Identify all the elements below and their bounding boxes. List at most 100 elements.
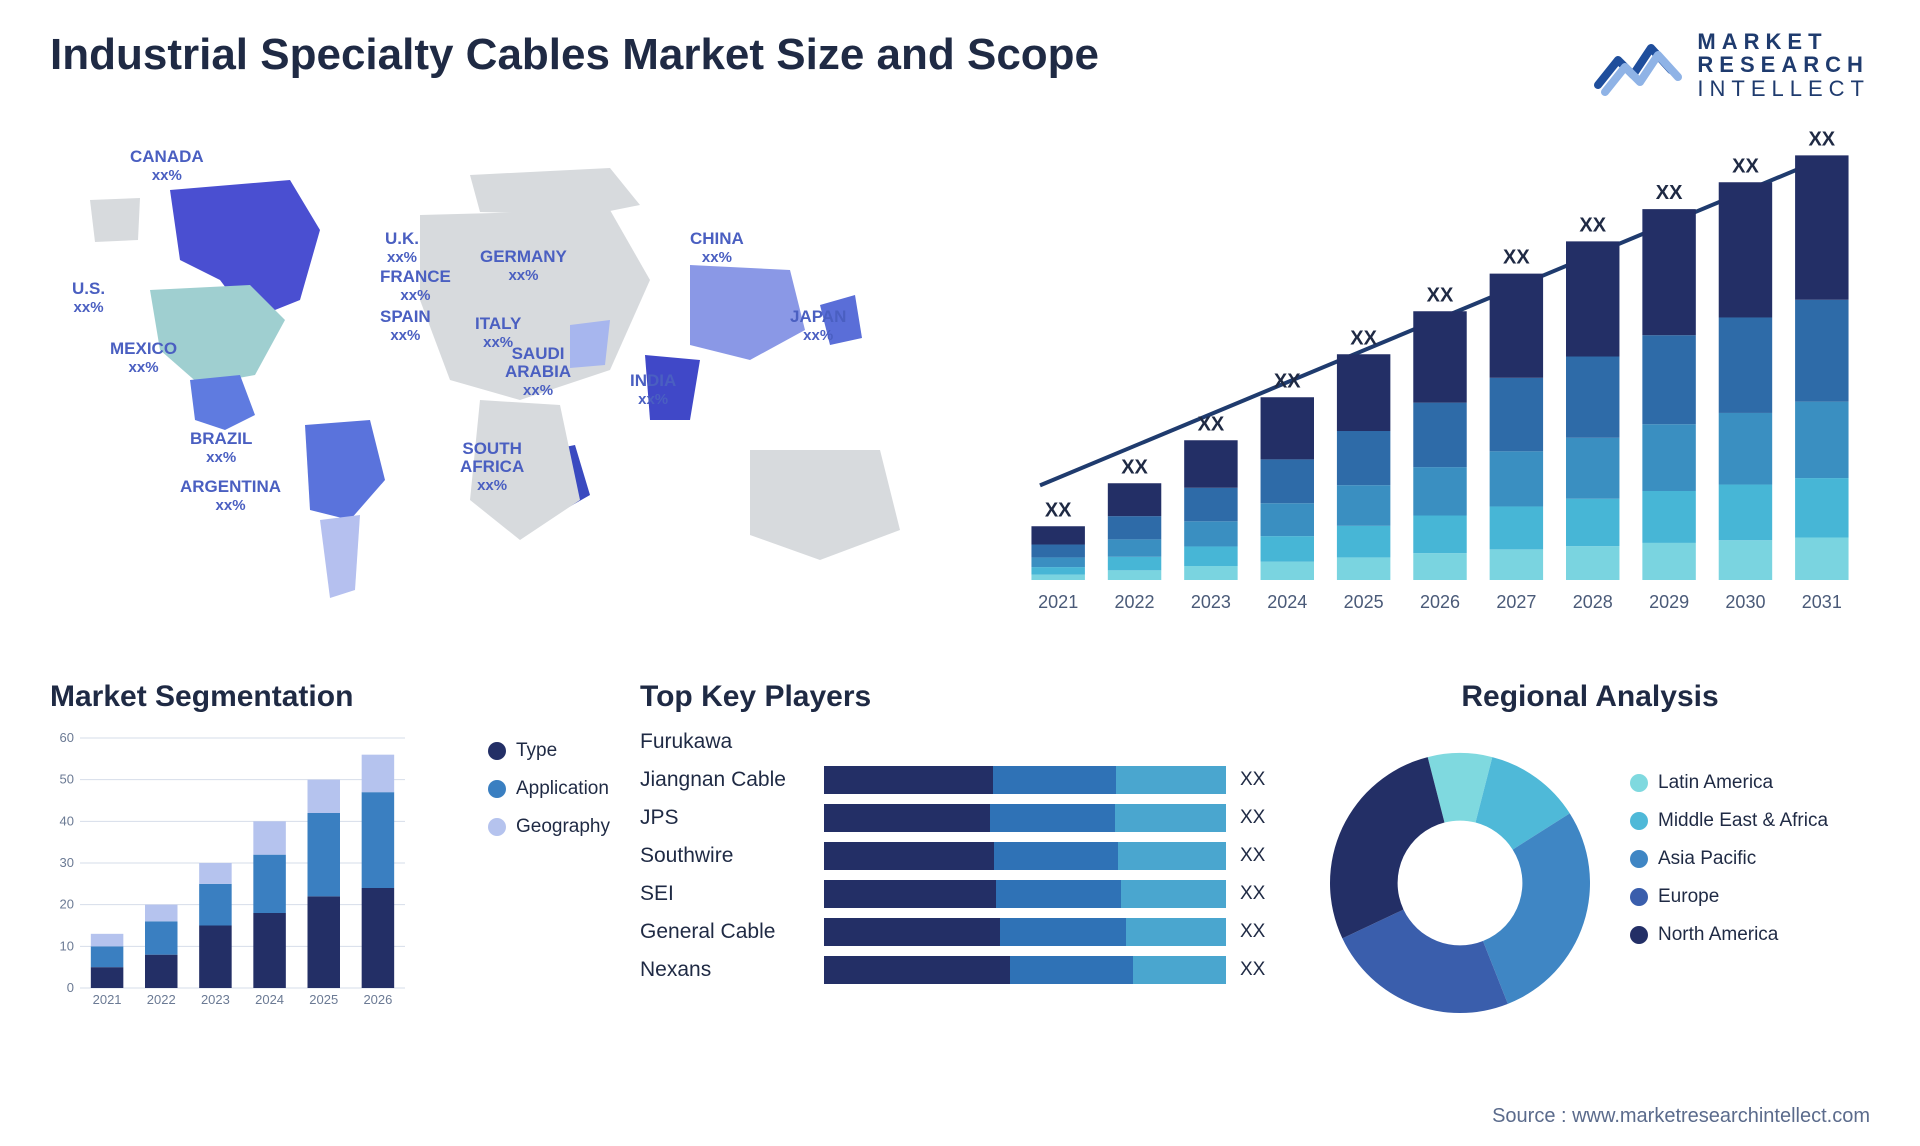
region-legend-north-america: North America <box>1630 924 1828 946</box>
svg-text:50: 50 <box>60 772 74 787</box>
regional-panel: Regional Analysis Latin America Middle Ea… <box>1310 680 1870 1033</box>
map-label-south-africa: SOUTHAFRICAxx% <box>460 440 524 494</box>
svg-text:XX: XX <box>1656 182 1683 204</box>
player-name: General Cable <box>640 920 810 944</box>
player-row-nexans: Nexans XX <box>640 956 1280 984</box>
player-row-southwire: Southwire XX <box>640 842 1280 870</box>
player-bar <box>824 766 1226 794</box>
svg-text:20: 20 <box>60 897 74 912</box>
logo-line1: MARKET <box>1697 30 1870 53</box>
player-value: XX <box>1240 807 1280 829</box>
svg-text:XX: XX <box>1808 128 1835 150</box>
brand-logo: MARKET RESEARCH INTELLECT <box>1593 30 1870 100</box>
player-name: SEI <box>640 882 810 906</box>
svg-text:2030: 2030 <box>1725 592 1765 612</box>
player-name: Nexans <box>640 958 810 982</box>
map-label-china: CHINAxx% <box>690 230 744 266</box>
header: Industrial Specialty Cables Market Size … <box>50 30 1870 100</box>
svg-text:XX: XX <box>1732 155 1759 177</box>
forecast-chart: XX 2021 XX 2022 XX 2023 XX 2024 XX 2025 XX 2026 XX 20… <box>1010 120 1870 640</box>
players-panel: Top Key Players Furukawa Jiangnan Cable XX… <box>640 680 1280 1033</box>
segmentation-legend: Type Application Geography <box>488 680 610 1033</box>
map-label-spain: SPAINxx% <box>380 308 431 344</box>
region-legend-europe: Europe <box>1630 886 1828 908</box>
player-name: Furukawa <box>640 730 810 754</box>
map-label-india: INDIAxx% <box>630 372 676 408</box>
svg-text:2023: 2023 <box>1191 592 1231 612</box>
map-label-germany: GERMANYxx% <box>480 248 567 284</box>
players-title: Top Key Players <box>640 680 1280 714</box>
svg-text:2021: 2021 <box>93 992 122 1007</box>
source-label: Source : www.marketresearchintellect.com <box>1492 1105 1870 1128</box>
region-legend-middle-east-africa: Middle East & Africa <box>1630 810 1828 832</box>
player-name: Jiangnan Cable <box>640 768 810 792</box>
player-value: XX <box>1240 769 1280 791</box>
regional-legend: Latin America Middle East & Africa Asia Pa… <box>1630 728 1828 1033</box>
regional-title: Regional Analysis <box>1310 680 1870 714</box>
svg-text:2024: 2024 <box>255 992 284 1007</box>
player-value: XX <box>1240 959 1280 981</box>
map-label-argentina: ARGENTINAxx% <box>180 478 281 514</box>
svg-text:10: 10 <box>60 938 74 953</box>
map-label-japan: JAPANxx% <box>790 308 846 344</box>
player-bar <box>824 842 1226 870</box>
player-bar <box>824 880 1226 908</box>
svg-text:XX: XX <box>1350 327 1377 349</box>
seg-legend-application: Application <box>488 778 610 800</box>
svg-text:40: 40 <box>60 813 74 828</box>
page-title: Industrial Specialty Cables Market Size … <box>50 30 1099 80</box>
svg-text:2022: 2022 <box>1115 592 1155 612</box>
map-label-saudi-arabia: SAUDIARABIAxx% <box>505 345 571 399</box>
map-label-france: FRANCExx% <box>380 268 451 304</box>
player-bar <box>824 804 1226 832</box>
svg-text:XX: XX <box>1121 456 1148 478</box>
world-map-panel: CANADAxx% U.S.xx%MEXICOxx% BRAZILxx% ARGENT… <box>50 120 970 640</box>
svg-text:2026: 2026 <box>1420 592 1460 612</box>
svg-text:2027: 2027 <box>1496 592 1536 612</box>
svg-text:2023: 2023 <box>201 992 230 1007</box>
svg-text:XX: XX <box>1045 499 1072 521</box>
logo-line3: INTELLECT <box>1697 77 1870 100</box>
svg-text:2021: 2021 <box>1038 592 1078 612</box>
svg-text:XX: XX <box>1503 247 1530 269</box>
svg-text:XX: XX <box>1274 370 1301 392</box>
player-name: JPS <box>640 806 810 830</box>
player-bar <box>824 728 1226 756</box>
player-value: XX <box>1240 845 1280 867</box>
svg-text:60: 60 <box>60 730 74 745</box>
svg-text:2025: 2025 <box>1344 592 1384 612</box>
seg-legend-geography: Geography <box>488 816 610 838</box>
svg-text:XX: XX <box>1579 214 1606 236</box>
player-name: Southwire <box>640 844 810 868</box>
map-label-mexico: MEXICOxx% <box>110 340 177 376</box>
map-label-brazil: BRAZILxx% <box>190 430 252 466</box>
svg-text:2025: 2025 <box>309 992 338 1007</box>
segmentation-panel: Market Segmentation 01020304050602021202… <box>50 680 610 1033</box>
svg-text:2026: 2026 <box>363 992 392 1007</box>
player-value: XX <box>1240 883 1280 905</box>
svg-text:XX: XX <box>1198 413 1225 435</box>
player-value: XX <box>1240 921 1280 943</box>
player-bar <box>824 956 1226 984</box>
logo-line2: RESEARCH <box>1697 53 1870 76</box>
logo-icon <box>1593 30 1683 100</box>
map-label-u-k-: U.K.xx% <box>385 230 419 266</box>
svg-text:2029: 2029 <box>1649 592 1689 612</box>
player-row-jiangnan-cable: Jiangnan Cable XX <box>640 766 1280 794</box>
region-legend-latin-america: Latin America <box>1630 772 1828 794</box>
region-legend-asia-pacific: Asia Pacific <box>1630 848 1828 870</box>
svg-text:0: 0 <box>67 980 74 995</box>
svg-text:2022: 2022 <box>147 992 176 1007</box>
seg-legend-type: Type <box>488 740 610 762</box>
player-row-sei: SEI XX <box>640 880 1280 908</box>
player-row-jps: JPS XX <box>640 804 1280 832</box>
player-row-furukawa: Furukawa <box>640 728 1280 756</box>
svg-text:2024: 2024 <box>1267 592 1307 612</box>
svg-text:XX: XX <box>1427 284 1454 306</box>
svg-text:2031: 2031 <box>1802 592 1842 612</box>
map-label-canada: CANADAxx% <box>130 148 204 184</box>
player-bar <box>824 918 1226 946</box>
map-label-u-s-: U.S.xx% <box>72 280 105 316</box>
svg-text:2028: 2028 <box>1573 592 1613 612</box>
player-row-general-cable: General Cable XX <box>640 918 1280 946</box>
